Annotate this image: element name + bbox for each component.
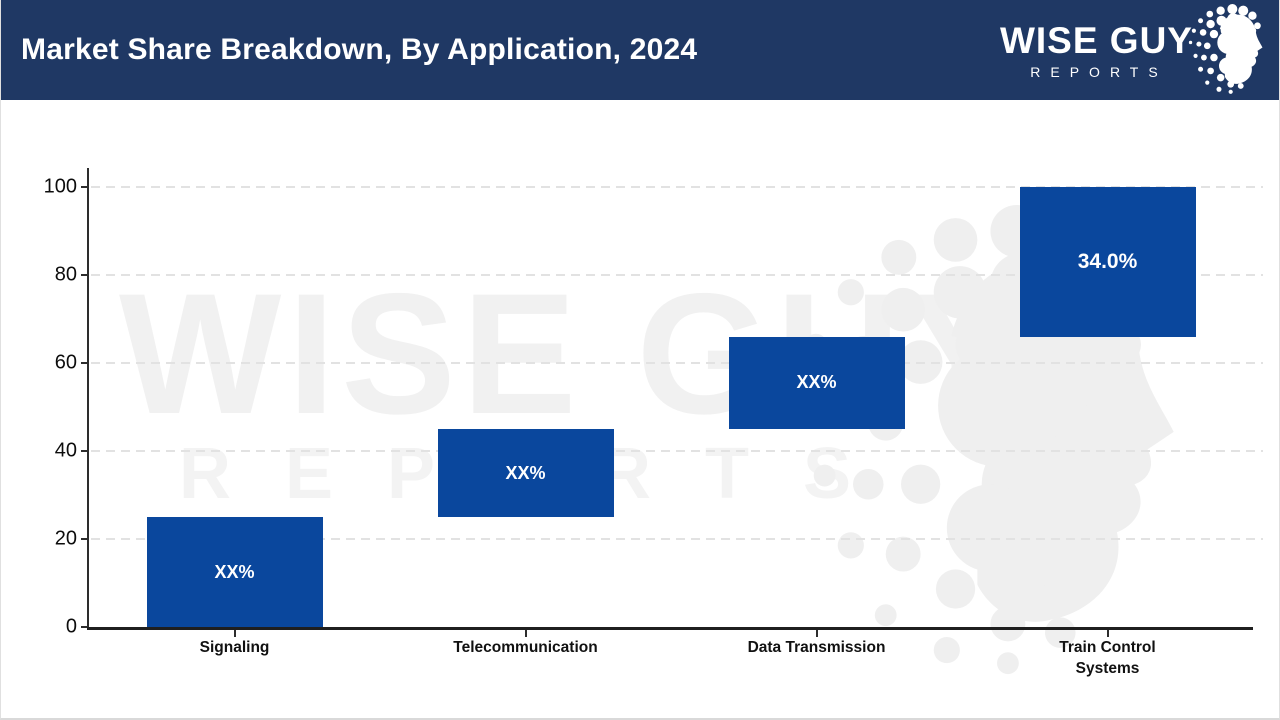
x-category-label: Train Control Systems <box>1059 639 1156 677</box>
x-category-label: Data Transmission <box>747 639 886 656</box>
y-axis-tick-mark <box>81 362 89 364</box>
y-axis-tick-mark <box>81 274 89 276</box>
bar-value-label: 34.0% <box>1077 249 1138 273</box>
x-axis-tick-mark <box>233 630 236 637</box>
y-axis-tick-label: 60 <box>54 351 77 374</box>
x-category-label: Signaling <box>199 639 270 656</box>
x-axis-tick-mark <box>524 630 527 637</box>
bar: 34.0% <box>1019 187 1196 337</box>
grid-line <box>91 538 1263 540</box>
grid-line <box>91 362 1263 364</box>
logo-text: WISE GUY REPORTS <box>1000 22 1193 79</box>
bar-value-label: XX% <box>505 462 546 483</box>
y-axis-line <box>87 168 89 629</box>
x-axis-line <box>87 627 1253 630</box>
y-axis-tick-mark <box>81 538 89 540</box>
x-axis-tick-mark <box>815 630 818 637</box>
bar: XX% <box>728 336 905 429</box>
bar-value-label: XX% <box>796 372 837 393</box>
logo-subtext: REPORTS <box>1030 63 1168 80</box>
wiseguy-logo: WISE GUY REPORTS <box>1000 4 1267 96</box>
y-axis-tick-label: 100 <box>43 175 77 198</box>
bar-value-label: XX% <box>214 561 255 582</box>
y-axis-tick-mark <box>81 626 89 628</box>
logo-wordmark: WISE GUY <box>999 19 1193 61</box>
y-axis-tick-label: 0 <box>65 615 77 638</box>
x-axis-tick-mark <box>1106 630 1109 637</box>
y-axis-tick-label: 80 <box>54 263 77 286</box>
grid-line <box>91 274 1263 276</box>
bar: XX% <box>146 517 323 627</box>
bar: XX% <box>437 429 614 517</box>
grid-line <box>91 186 1263 188</box>
y-axis-tick-mark <box>81 186 89 188</box>
page-title: Market Share Breakdown, By Application, … <box>21 33 698 66</box>
x-category-label: Telecommunication <box>453 639 598 656</box>
y-axis-tick-label: 40 <box>54 439 77 462</box>
report-header: Market Share Breakdown, By Application, … <box>1 0 1279 100</box>
y-axis-tick-mark <box>81 450 89 452</box>
y-axis-tick-label: 20 <box>54 527 77 550</box>
grid-line <box>91 450 1263 452</box>
